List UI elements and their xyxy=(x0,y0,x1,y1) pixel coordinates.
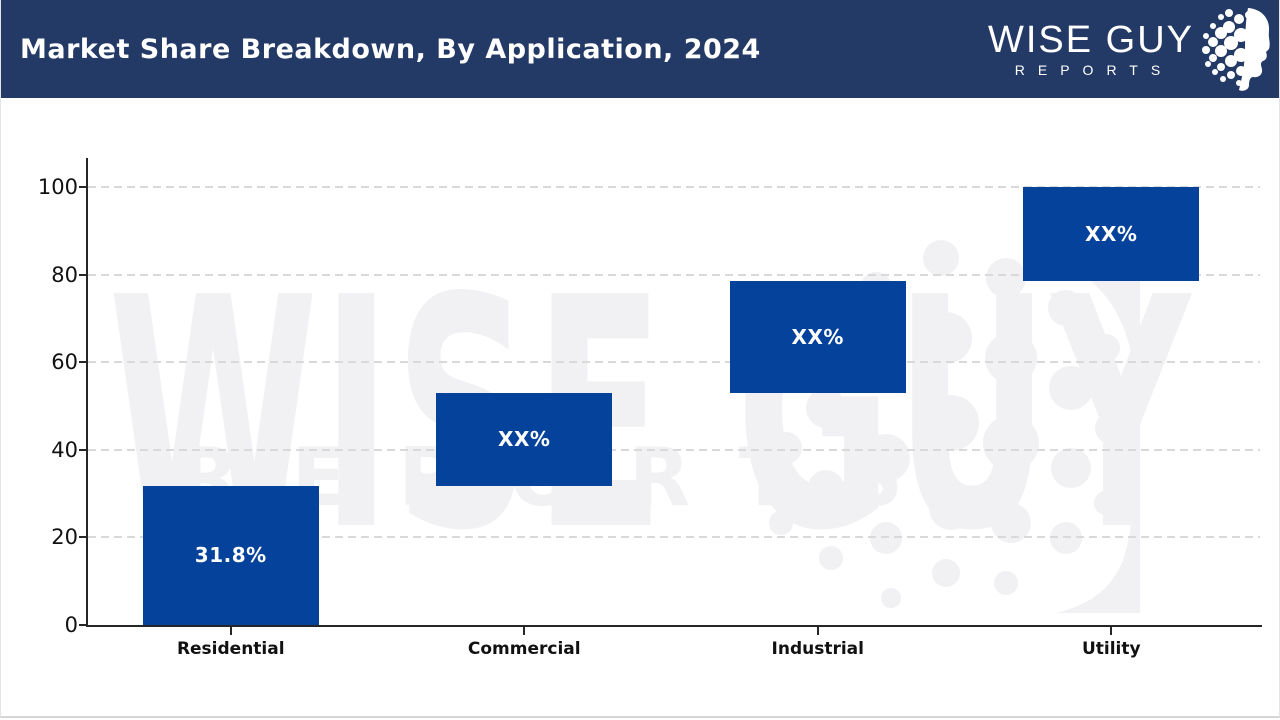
brand-name-label: WISE GUY xyxy=(987,18,1194,61)
y-axis-line xyxy=(86,158,88,627)
y-tick-mark-20 xyxy=(79,536,86,539)
x-tick-label-utility: Utility xyxy=(1081,639,1141,659)
chart-canvas: WISE GUY REPORTS 02040608010031.8%Reside… xyxy=(0,98,1280,720)
y-tick-mark-80 xyxy=(79,273,86,276)
x-tick-label-commercial: Commercial xyxy=(467,639,581,659)
y-tick-label-60: 60 xyxy=(51,350,78,375)
bar-industrial: XX% xyxy=(729,281,906,393)
y-tick-label-40: 40 xyxy=(51,437,78,462)
y-tick-mark-0 xyxy=(79,624,86,626)
bar-value-label-commercial: XX% xyxy=(498,427,551,452)
y-tick-label-20: 20 xyxy=(51,525,78,550)
gridline-100 xyxy=(88,186,1260,188)
y-tick-mark-40 xyxy=(79,448,86,451)
gridline-20 xyxy=(88,536,1260,539)
face-dots-icon xyxy=(1202,8,1270,91)
x-axis-line xyxy=(86,625,1262,627)
header: Market Share Breakdown, By Application, … xyxy=(0,0,1280,98)
x-tick-mark-industrial xyxy=(816,627,819,635)
bar-residential: 31.8% xyxy=(142,485,319,625)
y-tick-mark-60 xyxy=(79,361,86,364)
bar-commercial: XX% xyxy=(436,392,613,486)
bar-value-label-industrial: XX% xyxy=(791,325,844,349)
brand-logo: WISE GUY REPORTS xyxy=(988,4,1272,94)
gridline-80 xyxy=(88,273,1260,276)
x-tick-label-industrial: Industrial xyxy=(771,639,864,659)
x-tick-mark-commercial xyxy=(523,627,526,635)
x-tick-label-residential: Residential xyxy=(176,639,285,659)
bar-utility: XX% xyxy=(1023,187,1200,282)
brand-reports-label: REPORTS xyxy=(1014,62,1174,79)
y-tick-mark-100 xyxy=(79,186,86,188)
gridline-60 xyxy=(88,361,1260,364)
x-tick-mark-residential xyxy=(229,627,232,635)
y-tick-label-0: 0 xyxy=(64,613,78,637)
page-title: Market Share Breakdown, By Application, … xyxy=(20,34,761,65)
plot-area: 0 20 40 60 80 100 31.8% Residential XX% Commercia… xyxy=(0,98,1280,720)
gridline-40 xyxy=(88,448,1260,451)
brand-wordmark: WISE GUY REPORTS xyxy=(987,18,1194,79)
y-tick-label-100: 100 xyxy=(37,175,78,199)
bar-value-label-utility: XX% xyxy=(1085,222,1138,247)
x-tick-mark-utility xyxy=(1110,627,1113,635)
bar-value-label-residential: 31.8% xyxy=(194,543,267,568)
y-tick-label-80: 80 xyxy=(51,262,78,287)
